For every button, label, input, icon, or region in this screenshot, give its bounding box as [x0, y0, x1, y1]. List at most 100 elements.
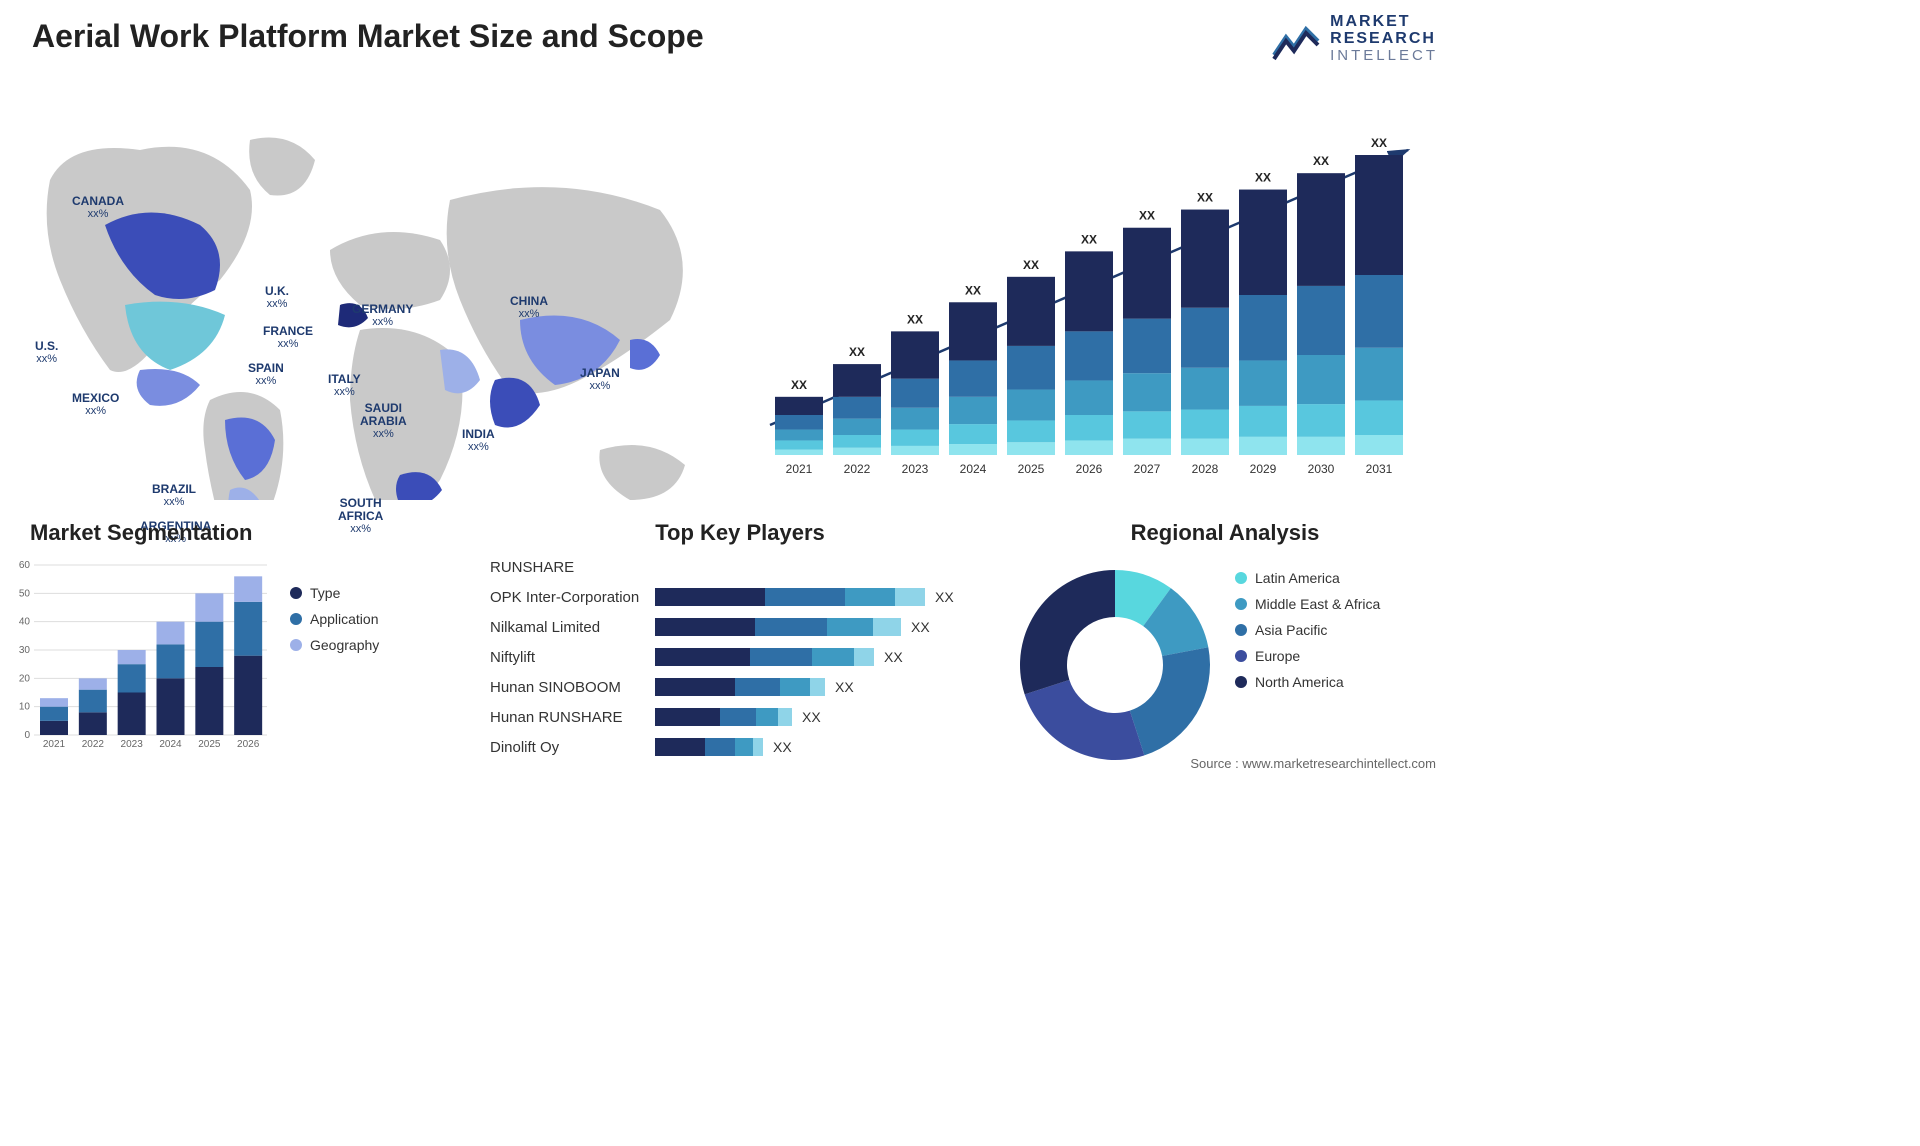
regional-section: Regional Analysis: [1010, 520, 1440, 546]
main-bar-segment: [1355, 435, 1403, 455]
logo: MARKET RESEARCH INTELLECT: [1272, 14, 1438, 63]
svg-text:2024: 2024: [159, 739, 182, 750]
main-bar-segment: [1007, 442, 1055, 455]
player-value: XX: [835, 679, 854, 695]
regional-legend-item: North America: [1235, 674, 1380, 690]
regional-legend-item: Middle East & Africa: [1235, 596, 1380, 612]
main-bar-segment: [891, 331, 939, 378]
main-bar-year: 2024: [960, 462, 987, 476]
legend-dot: [1235, 650, 1247, 662]
player-bar-segment: [812, 648, 854, 666]
svg-text:40: 40: [19, 617, 31, 628]
main-bar-year: 2031: [1366, 462, 1393, 476]
regional-legend: Latin AmericaMiddle East & AfricaAsia Pa…: [1235, 570, 1380, 700]
main-bar-segment: [949, 397, 997, 424]
map-label-italy: ITALYxx%: [328, 373, 361, 398]
seg-bar-segment: [118, 693, 146, 736]
player-row: Hunan RUNSHAREXX: [490, 702, 954, 732]
player-name: Niftylift: [490, 649, 655, 666]
seg-bar-segment: [40, 707, 68, 721]
key-players-title: Top Key Players: [490, 520, 990, 546]
logo-icon: [1272, 15, 1320, 63]
main-bar-segment: [775, 440, 823, 449]
svg-text:60: 60: [19, 560, 31, 571]
player-name: Hunan SINOBOOM: [490, 679, 655, 696]
main-bar-label: XX: [1139, 209, 1155, 223]
map-label-india: INDIAxx%: [462, 428, 495, 453]
main-bar-segment: [949, 360, 997, 396]
player-bar-segment: [827, 618, 873, 636]
main-bar-segment: [1297, 404, 1345, 437]
player-bar-segment: [735, 738, 753, 756]
seg-bar-segment: [195, 593, 223, 621]
map-label-mexico: MEXICOxx%: [72, 392, 119, 417]
main-bar-segment: [949, 444, 997, 455]
main-bar-segment: [1007, 346, 1055, 390]
player-bar: [655, 618, 901, 636]
world-map: CANADAxx%U.S.xx%MEXICOxx%BRAZILxx%ARGENT…: [20, 80, 740, 500]
map-label-u.k.: U.K.xx%: [265, 285, 289, 310]
player-value: XX: [773, 739, 792, 755]
regional-legend-item: Latin America: [1235, 570, 1380, 586]
main-bar-label: XX: [1081, 232, 1097, 246]
legend-dot: [290, 613, 302, 625]
player-bar-segment: [735, 678, 780, 696]
player-bar: [655, 708, 792, 726]
map-label-japan: JAPANxx%: [580, 367, 620, 392]
svg-text:2023: 2023: [121, 739, 144, 750]
main-bar-segment: [949, 424, 997, 444]
main-bar-year: 2021: [786, 462, 813, 476]
player-bar-segment: [854, 648, 874, 666]
player-bar-segment: [845, 588, 895, 606]
player-bar-segment: [655, 738, 705, 756]
svg-text:20: 20: [19, 673, 31, 684]
svg-text:50: 50: [19, 588, 31, 599]
main-bar-segment: [833, 448, 881, 455]
main-bar-segment: [1123, 439, 1171, 455]
main-bar-year: 2022: [844, 462, 871, 476]
seg-legend-item: Application: [290, 611, 379, 627]
player-name: Hunan RUNSHARE: [490, 709, 655, 726]
main-bar-segment: [1181, 368, 1229, 410]
seg-bar-segment: [195, 667, 223, 735]
main-bar-year: 2029: [1250, 462, 1277, 476]
player-bar-segment: [750, 648, 812, 666]
legend-dot: [1235, 676, 1247, 688]
main-bar-segment: [1123, 373, 1171, 411]
main-bar-segment: [891, 408, 939, 430]
main-bar-segment: [833, 435, 881, 448]
main-bar-label: XX: [1255, 171, 1271, 185]
main-bar-segment: [1007, 390, 1055, 421]
main-bar-label: XX: [1023, 258, 1039, 272]
svg-text:30: 30: [19, 645, 31, 656]
svg-text:0: 0: [24, 730, 30, 741]
main-bar-year: 2025: [1018, 462, 1045, 476]
seg-bar-segment: [157, 622, 185, 645]
seg-bar-segment: [79, 712, 107, 735]
seg-bar-segment: [157, 678, 185, 735]
seg-bar-segment: [118, 664, 146, 692]
main-bar-segment: [1355, 400, 1403, 435]
main-bar-segment: [775, 430, 823, 441]
player-row: Nilkamal LimitedXX: [490, 612, 954, 642]
main-bar-segment: [775, 415, 823, 430]
player-bar-segment: [755, 618, 827, 636]
player-bar-segment: [756, 708, 778, 726]
seg-bar-segment: [79, 678, 107, 689]
player-bar-segment: [765, 588, 845, 606]
map-label-canada: CANADAxx%: [72, 195, 124, 220]
main-bar-segment: [833, 364, 881, 397]
player-bar: [655, 588, 925, 606]
legend-dot: [1235, 598, 1247, 610]
legend-label: Type: [310, 585, 340, 601]
svg-text:2021: 2021: [43, 739, 66, 750]
logo-line3: INTELLECT: [1330, 48, 1438, 64]
svg-text:2026: 2026: [237, 739, 260, 750]
legend-label: North America: [1255, 674, 1344, 690]
main-bar-segment: [1123, 411, 1171, 438]
map-label-germany: GERMANYxx%: [352, 303, 413, 328]
main-bar-segment: [1123, 319, 1171, 374]
regional-legend-item: Europe: [1235, 648, 1380, 664]
main-bar-year: 2026: [1076, 462, 1103, 476]
segmentation-chart: 0102030405060202120222023202420252026: [12, 555, 272, 755]
